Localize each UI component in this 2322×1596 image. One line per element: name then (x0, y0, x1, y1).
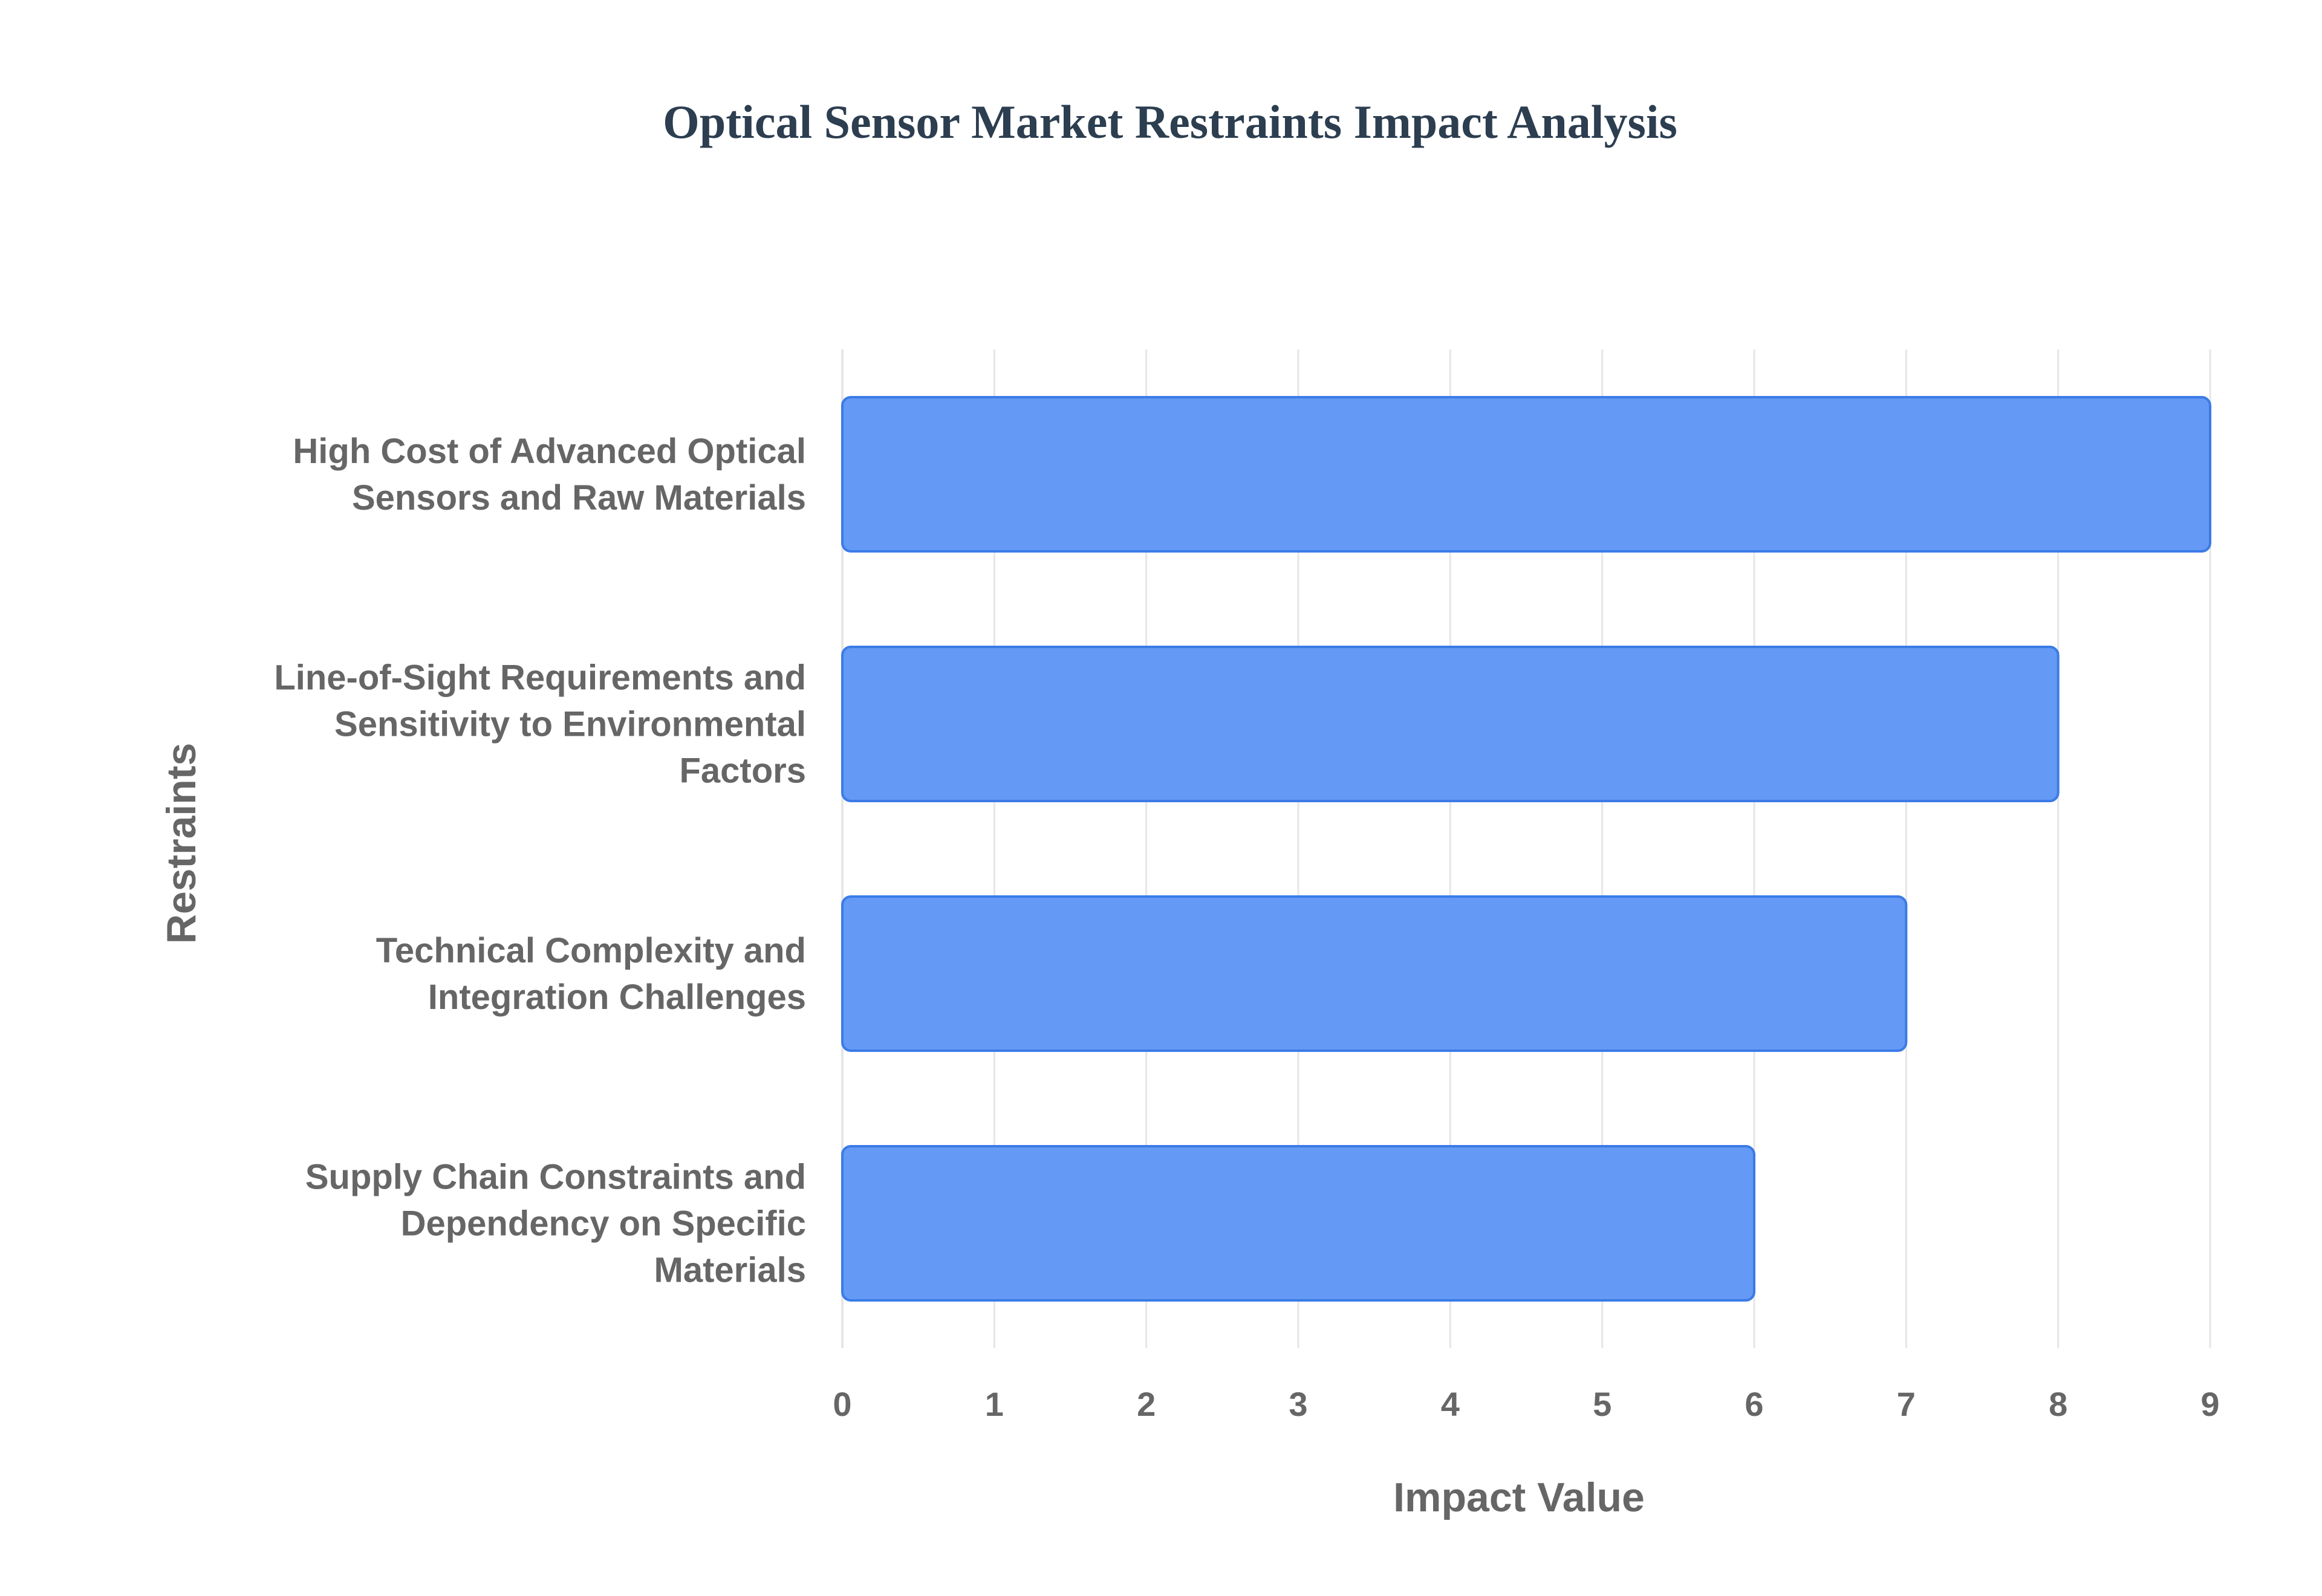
x-tick-label: 2 (1137, 1385, 1156, 1423)
category-label-line: High Cost of Advanced Optical (293, 432, 806, 471)
category-label-3: Technical Complexity and Integration Chal… (376, 931, 806, 1017)
x-tick-label: 7 (1897, 1385, 1916, 1423)
category-label-4: Supply Chain Constraints and Dependency o… (305, 1158, 806, 1290)
x-axis-ticks: 0 1 2 3 4 5 6 7 8 9 (833, 1385, 2219, 1423)
category-label-line: Line-of-Sight Requirements and (274, 658, 806, 698)
bar-1 (841, 396, 2211, 553)
bar-2 (841, 646, 2060, 802)
chart-title: Optical Sensor Market Restraints Impact … (663, 96, 1677, 148)
x-tick-label: 5 (1593, 1385, 1611, 1423)
x-tick-label: 4 (1441, 1385, 1460, 1423)
category-label-line: Supply Chain Constraints and (305, 1158, 806, 1197)
x-tick-label: 1 (985, 1385, 1004, 1423)
bar-3 (841, 895, 1908, 1052)
category-label-line: Materials (654, 1251, 806, 1290)
category-label-line: Sensors and Raw Materials (352, 478, 806, 517)
bar-4 (841, 1145, 1755, 1302)
category-label-line: Technical Complexity and (376, 931, 806, 970)
x-tick-label: 6 (1745, 1385, 1763, 1423)
category-label-1: High Cost of Advanced Optical Sensors and… (293, 432, 806, 517)
y-axis-title: Restraints (158, 743, 204, 944)
bars (841, 396, 2211, 1302)
y-axis-categories: High Cost of Advanced Optical Sensors and… (274, 432, 806, 1290)
category-label-line: Dependency on Specific (401, 1204, 806, 1244)
x-tick-label: 0 (833, 1385, 851, 1423)
category-label-line: Factors (679, 751, 806, 791)
category-label-line: Sensitivity to Environmental (334, 705, 806, 744)
category-label-line: Integration Challenges (428, 978, 806, 1017)
x-axis-title: Impact Value (1393, 1474, 1645, 1520)
x-tick-label: 8 (2049, 1385, 2067, 1423)
category-label-2: Line-of-Sight Requirements and Sensitivit… (274, 658, 806, 791)
x-tick-label: 3 (1289, 1385, 1307, 1423)
x-tick-label: 9 (2200, 1385, 2219, 1423)
